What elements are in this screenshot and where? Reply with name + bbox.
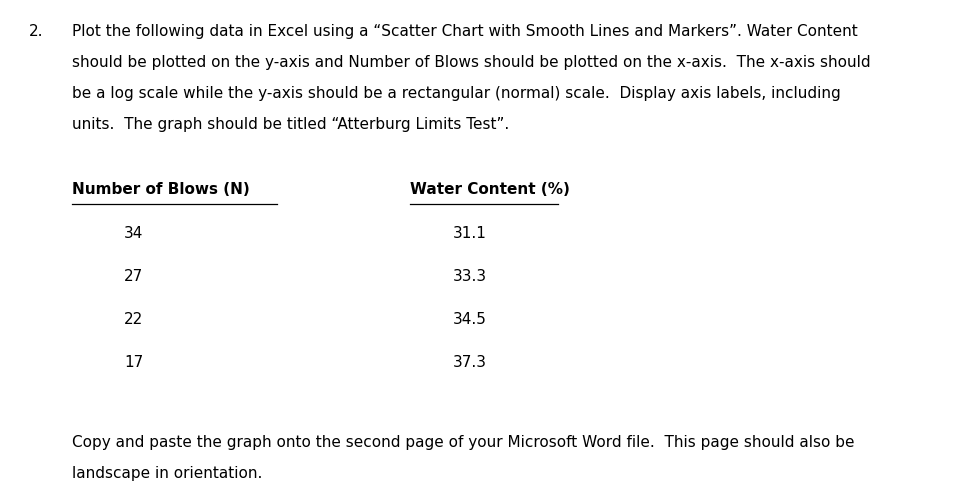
Text: 33.3: 33.3 bbox=[453, 268, 487, 284]
Text: Number of Blows (N): Number of Blows (N) bbox=[71, 182, 249, 197]
Text: 2.: 2. bbox=[29, 24, 43, 40]
Text: Plot the following data in Excel using a “Scatter Chart with Smooth Lines and Ma: Plot the following data in Excel using a… bbox=[71, 24, 857, 40]
Text: 22: 22 bbox=[124, 311, 143, 326]
Text: 27: 27 bbox=[124, 268, 143, 284]
Text: 37.3: 37.3 bbox=[453, 354, 487, 369]
Text: Copy and paste the graph onto the second page of your Microsoft Word file.  This: Copy and paste the graph onto the second… bbox=[71, 434, 853, 449]
Text: be a log scale while the y-axis should be a rectangular (normal) scale.  Display: be a log scale while the y-axis should b… bbox=[71, 86, 840, 101]
Text: 17: 17 bbox=[124, 354, 143, 369]
Text: 34: 34 bbox=[124, 225, 143, 241]
Text: 31.1: 31.1 bbox=[453, 225, 487, 241]
Text: units.  The graph should be titled “Atterburg Limits Test”.: units. The graph should be titled “Atter… bbox=[71, 117, 508, 132]
Text: landscape in orientation.: landscape in orientation. bbox=[71, 465, 262, 480]
Text: Water Content (%): Water Content (%) bbox=[410, 182, 570, 197]
Text: 34.5: 34.5 bbox=[453, 311, 487, 326]
Text: should be plotted on the y-axis and Number of Blows should be plotted on the x-a: should be plotted on the y-axis and Numb… bbox=[71, 55, 869, 70]
